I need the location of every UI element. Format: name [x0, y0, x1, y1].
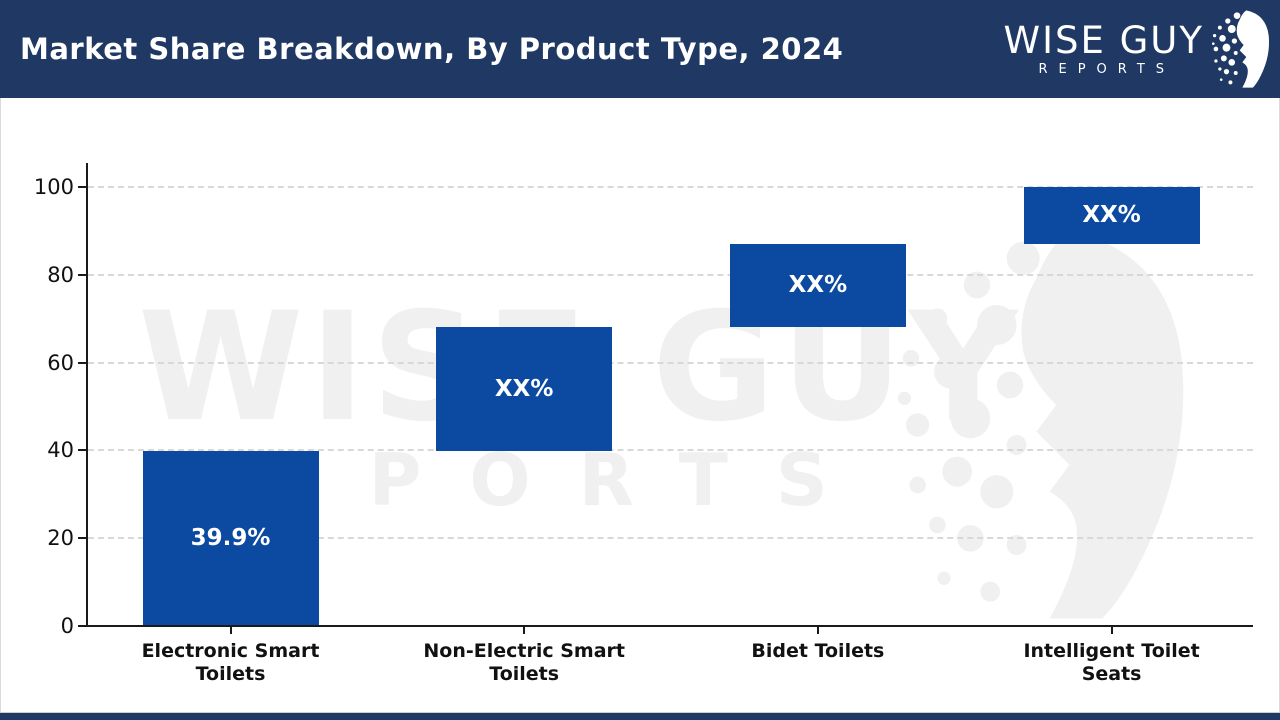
y-tick-label: 20 — [47, 526, 74, 551]
y-axis-tick — [78, 361, 87, 364]
y-axis-tick — [78, 273, 87, 276]
gridline — [88, 361, 1253, 364]
y-axis-tick — [78, 625, 87, 627]
bar-4: XX% — [1023, 187, 1200, 244]
header-bar: Market Share Breakdown, By Product Type,… — [0, 0, 1280, 98]
y-axis-tick — [78, 537, 87, 540]
gridline — [88, 186, 1253, 188]
bar-value-label: 39.9% — [190, 525, 271, 552]
wiseguy-face-watermark-icon — [897, 231, 1184, 619]
x-axis-line — [86, 625, 1253, 627]
x-axis-label-line: Toilets — [489, 663, 560, 685]
y-tick-label: 0 — [60, 614, 74, 638]
gridline — [88, 449, 1253, 452]
bar-2: XX% — [436, 326, 613, 451]
logo-text: WISE GUY REPORTS — [1004, 22, 1204, 77]
chart-title: Market Share Breakdown, By Product Type,… — [20, 32, 844, 66]
y-axis-tick — [78, 186, 87, 188]
y-tick-label: 100 — [33, 175, 74, 199]
wiseguy-face-icon — [1211, 10, 1270, 88]
bar-value-label: XX% — [788, 272, 848, 299]
y-axis-line — [86, 163, 88, 627]
bar-value-label: XX% — [494, 375, 554, 402]
x-axis-label-line: Seats — [1081, 663, 1142, 685]
y-axis-tick — [78, 449, 87, 452]
y-tick-label: 80 — [47, 262, 74, 287]
x-axis-tick — [1110, 627, 1113, 634]
x-axis-tick — [816, 627, 819, 634]
x-axis-label-line: Electronic Smart — [141, 640, 320, 662]
wiseguy-logo: WISE GUY REPORTS — [1004, 0, 1274, 98]
x-axis-label: Non-Electric Smart Toilets — [374, 640, 674, 686]
logo-subtext: REPORTS — [1038, 61, 1176, 77]
x-axis-label-line: Non-Electric Smart — [423, 640, 625, 662]
bar-value-label: XX% — [1082, 202, 1141, 229]
x-axis-label: Intelligent Toilet Seats — [962, 640, 1262, 686]
x-axis-tick — [229, 627, 232, 634]
y-tick-label: 60 — [47, 350, 74, 375]
x-axis-label: Electronic Smart Toilets — [81, 640, 381, 686]
x-axis-tick — [523, 627, 526, 634]
x-axis-label-line: Intelligent Toilet — [1023, 640, 1200, 662]
bar-1: 39.9% — [142, 450, 319, 626]
footer-bar — [0, 712, 1280, 720]
gridline — [88, 537, 1253, 540]
logo-wordmark: WISE GUY — [1003, 18, 1204, 62]
x-axis-label-line: Toilets — [195, 663, 266, 685]
x-axis-label: Bidet Toilets — [668, 640, 968, 663]
x-axis-label-line: Bidet Toilets — [751, 640, 885, 662]
bar-3: XX% — [729, 243, 906, 327]
y-tick-label: 40 — [47, 438, 74, 463]
gridline — [88, 273, 1253, 276]
